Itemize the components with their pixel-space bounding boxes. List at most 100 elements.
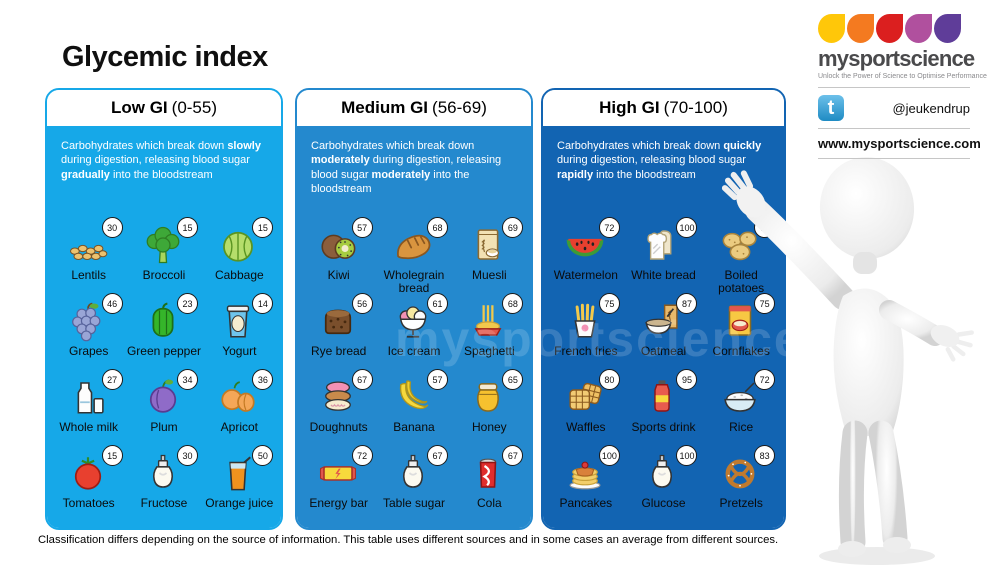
food-item-label: Kiwi: [327, 268, 350, 282]
food-item-label: Glucose: [641, 496, 686, 510]
column-low-gi: Low GI (0-55) Carbohydrates which break do…: [45, 88, 283, 530]
mascot-figure-image: [721, 157, 974, 565]
food-icon-wrap: 56: [315, 293, 373, 342]
gi-value-badge: 75: [754, 293, 776, 314]
food-item-ice-cream: 61 Ice cream: [376, 293, 451, 376]
cola-can-icon: [480, 458, 497, 488]
gi-value-badge: 50: [252, 445, 274, 466]
column-range: (56-69): [432, 98, 487, 117]
food-item-cabbage: 15 Cabbage: [202, 217, 277, 300]
gi-value-badge: 34: [176, 369, 198, 390]
classification-footnote: Classification differs depending on the …: [38, 534, 779, 546]
column-range: (70-100): [663, 98, 728, 117]
gi-value-badge: 72: [598, 217, 620, 238]
food-item-rice: 72 Rice: [702, 369, 780, 452]
food-item-label: French fries: [554, 344, 618, 358]
food-grid: 57 Kiwi 68 Wholegrain bread 69 Muesli 56 Rye br…: [297, 212, 531, 528]
gi-value-badge: 65: [502, 369, 524, 390]
column-range: (0-55): [171, 98, 218, 117]
food-icon-wrap: 65: [465, 369, 524, 418]
food-item-label: Whole milk: [59, 420, 118, 434]
brand-logo-dots: [818, 14, 970, 43]
apricot-icon: [221, 381, 255, 412]
description-text: Carbohydrates which break down: [311, 140, 475, 152]
gi-value-badge: 100: [598, 445, 620, 466]
description-text: Carbohydrates which break down: [557, 140, 724, 152]
brand-logo-dot-5: [934, 14, 961, 43]
gi-value-badge: 100: [676, 217, 698, 238]
food-item-label: Ice cream: [387, 344, 441, 358]
grapes-icon: [71, 302, 101, 342]
food-item-label: Rice: [729, 420, 754, 434]
food-item-honey: 65 Honey: [452, 369, 527, 452]
column-title: Low GI: [110, 98, 168, 117]
food-item-whole-milk: 27 Whole milk: [51, 369, 126, 452]
food-item-banana: 57 Banana: [376, 369, 451, 452]
food-item-kiwi: 57 Kiwi: [301, 217, 376, 300]
food-item-label: Orange juice: [205, 496, 274, 510]
food-icon-wrap: 57: [390, 369, 448, 418]
food-icon-wrap: 57: [315, 217, 373, 266]
gi-value-badge: 46: [101, 293, 123, 314]
mascot-3d-figure: [705, 146, 1000, 571]
food-item-label: Yogurt: [222, 344, 257, 358]
food-icon-wrap: 72: [562, 217, 620, 266]
food-item-table-sugar: 67 Table sugar: [376, 445, 451, 528]
waffles-icon: [569, 382, 602, 410]
description-emphasis: slowly: [227, 140, 261, 152]
food-item-label: Wholegrain bread: [383, 268, 445, 295]
column-title: Medium GI: [341, 98, 429, 117]
sugar-dispenser-icon: [402, 454, 424, 488]
banana-icon: [399, 380, 429, 410]
food-item-label: Doughnuts: [309, 420, 368, 434]
gi-value-badge: 69: [502, 217, 524, 238]
food-item-label: Pretzels: [719, 496, 763, 510]
milk-bottle-icon: [77, 382, 104, 414]
sugar-dispenser-icon: [152, 454, 174, 488]
food-item-label: Cabbage: [214, 268, 264, 282]
food-icon-wrap: 36: [215, 369, 274, 418]
food-item-label: Pancakes: [559, 496, 613, 510]
gi-value-badge: 67: [502, 445, 524, 466]
gi-value-badge: 83: [754, 445, 776, 466]
gi-value-badge: 80: [598, 369, 620, 390]
doughnut-stack-icon: [324, 381, 351, 411]
food-icon-wrap: 34: [140, 369, 198, 418]
brand-logo-dot-4: [905, 14, 932, 43]
column-header-medium: Medium GI (56-69): [297, 90, 531, 126]
oatmeal-bowl-icon: [645, 304, 679, 335]
food-item-cornflakes: 75 Cornflakes: [702, 293, 780, 376]
food-icon-wrap: 95: [639, 369, 698, 418]
gi-value-badge: 67: [426, 445, 448, 466]
divider: [818, 87, 970, 88]
food-icon-wrap: 75: [562, 293, 620, 342]
pancakes-icon: [569, 461, 601, 490]
description-text: into the bloodstream: [311, 168, 470, 195]
food-icon-wrap: 27: [65, 369, 123, 418]
food-item-label: White bread: [631, 268, 696, 282]
kiwi-icon: [321, 234, 356, 259]
column-header-high: High GI (70-100): [543, 90, 784, 126]
food-icon-wrap: 100: [562, 445, 620, 494]
food-icon-wrap: 15: [140, 217, 198, 266]
food-icon-wrap: 72: [717, 369, 776, 418]
column-description: Carbohydrates which break down moderatel…: [297, 126, 531, 212]
food-icon-wrap: 67: [465, 445, 524, 494]
gi-value-badge: 61: [426, 293, 448, 314]
food-item-apricot: 36 Apricot: [202, 369, 277, 452]
food-icon-wrap: 14: [215, 293, 274, 342]
rice-bowl-icon: [724, 382, 756, 412]
gi-value-badge: 15: [252, 217, 274, 238]
food-item-label: Lentils: [71, 268, 106, 282]
column-medium-gi: Medium GI (56-69) Carbohydrates which brea…: [295, 88, 533, 530]
gi-value-badge: 14: [252, 293, 274, 314]
brand-logo-dot-2: [847, 14, 874, 43]
yogurt-icon: [227, 305, 250, 338]
food-item-label: Banana: [393, 420, 435, 434]
wholegrain-bread-icon: [397, 234, 431, 260]
gi-value-badge: 56: [351, 293, 373, 314]
gi-value-badge: 68: [502, 293, 524, 314]
food-item-fructose: 30 Fructose: [126, 445, 201, 528]
divider: [818, 158, 970, 159]
tomato-icon: [74, 457, 101, 490]
